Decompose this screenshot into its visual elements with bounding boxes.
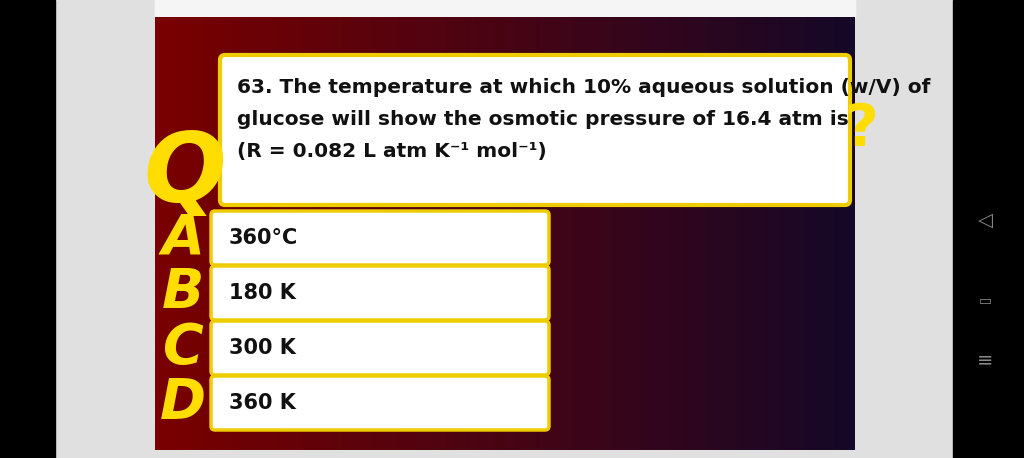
Bar [953,0,1024,458]
Text: ?: ? [845,102,879,158]
Text: ▭: ▭ [979,293,991,307]
Text: C: C [163,321,204,375]
Text: 360°C: 360°C [229,228,298,248]
Text: 180 K: 180 K [229,283,296,303]
Text: 63. The temperature at which 10% aqueous solution (w/V) of: 63. The temperature at which 10% aqueous… [237,78,931,97]
Text: (R = 0.082 L atm K⁻¹ mol⁻¹): (R = 0.082 L atm K⁻¹ mol⁻¹) [237,142,547,161]
Text: ◁: ◁ [978,211,992,229]
FancyBboxPatch shape [220,55,850,205]
Text: 360 K: 360 K [229,393,296,413]
Text: Q: Q [143,129,226,222]
Text: ≡: ≡ [977,350,993,370]
Bar [155,0,855,17]
FancyBboxPatch shape [211,266,549,320]
Text: D: D [160,376,206,430]
Bar [0,0,55,458]
Text: 300 K: 300 K [229,338,296,358]
FancyBboxPatch shape [211,321,549,375]
Text: A: A [162,211,205,265]
Bar [155,0,855,17]
FancyBboxPatch shape [211,376,549,430]
FancyBboxPatch shape [211,211,549,265]
Text: glucose will show the osmotic pressure of 16.4 atm is: glucose will show the osmotic pressure o… [237,110,849,129]
Text: B: B [162,266,204,320]
